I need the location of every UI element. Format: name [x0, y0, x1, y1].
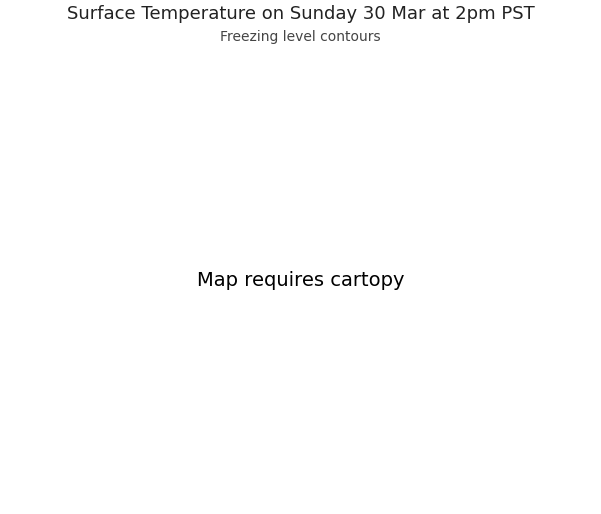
Text: Map requires cartopy: Map requires cartopy [197, 271, 404, 289]
Text: Freezing level contours: Freezing level contours [220, 30, 381, 44]
Text: Surface Temperature on Sunday 30 Mar at 2pm PST: Surface Temperature on Sunday 30 Mar at … [67, 5, 534, 23]
